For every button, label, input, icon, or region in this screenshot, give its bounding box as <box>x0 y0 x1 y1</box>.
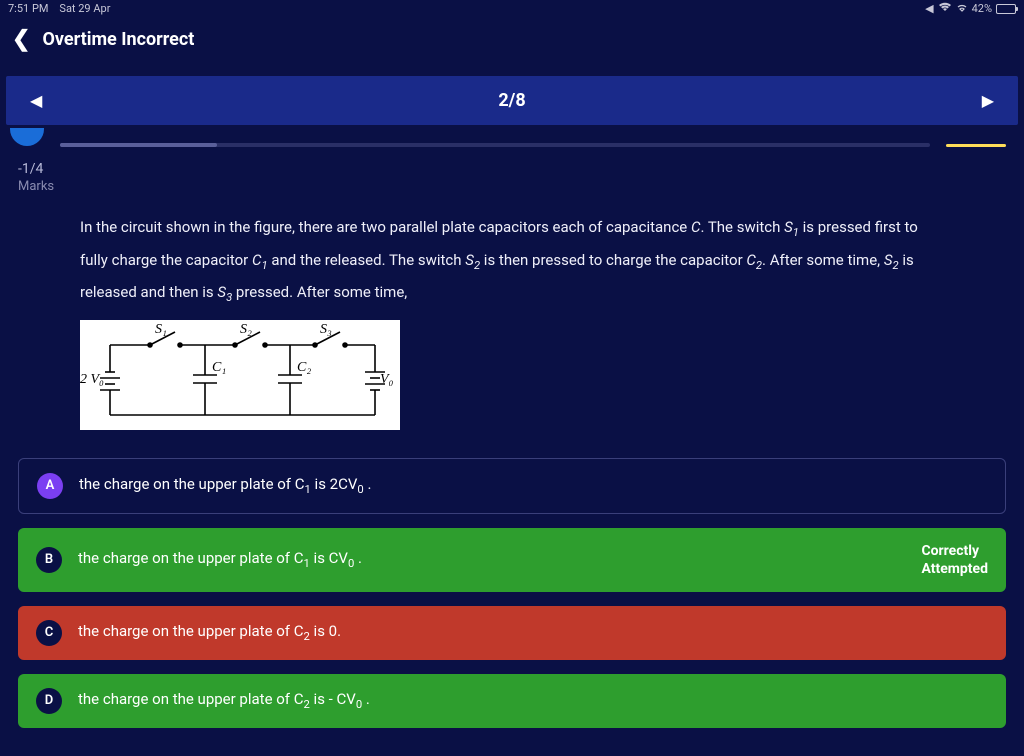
label-vright: V₀ <box>380 372 393 388</box>
option-text: the charge on the upper plate of C1 is C… <box>78 549 905 570</box>
label-s3: S₃ <box>320 322 332 338</box>
question-nav-bar: ◀ 2/8 ▶ <box>6 76 1018 125</box>
marks-value: -1/4 <box>18 161 1024 177</box>
label-s2: S₂ <box>240 322 252 338</box>
wifi-icon <box>938 2 952 15</box>
label-c1: C₁ <box>212 360 226 376</box>
page-header: ❮ Overtime Incorrect <box>0 17 1024 76</box>
option-a[interactable]: A the charge on the upper plate of C1 is… <box>18 458 1006 514</box>
option-b[interactable]: B the charge on the upper plate of C1 is… <box>18 528 1006 592</box>
progress-track <box>60 143 930 147</box>
option-letter: D <box>36 688 62 714</box>
label-c2: C₂ <box>297 360 311 376</box>
circuit-diagram: S₁ S₂ S₃ C₁ C₂ 2 V₀ V₀ <box>80 320 400 430</box>
next-question-button[interactable]: ▶ <box>982 91 994 110</box>
device-status-bar: 7:51 PM Sat 29 Apr ◀ 42% <box>0 0 1024 17</box>
option-text: the charge on the upper plate of C1 is 2… <box>79 475 987 496</box>
battery-icon <box>996 4 1016 14</box>
question-text: In the circuit shown in the figure, ther… <box>80 212 944 310</box>
location-icon: ◀ <box>925 2 933 15</box>
page-title: Overtime Incorrect <box>42 29 194 50</box>
signal-icon <box>956 2 968 15</box>
option-status: Correctly Attempted <box>921 542 988 578</box>
status-left: 7:51 PM Sat 29 Apr <box>8 2 110 15</box>
option-d[interactable]: D the charge on the upper plate of C2 is… <box>18 674 1006 728</box>
status-time: 7:51 PM <box>8 2 48 15</box>
option-text: the charge on the upper plate of C2 is -… <box>78 690 988 711</box>
option-letter: B <box>36 547 62 573</box>
prev-question-button[interactable]: ◀ <box>30 91 42 110</box>
progress-row <box>10 143 1014 147</box>
battery-pct: 42% <box>972 2 992 15</box>
accent-line <box>946 144 1006 147</box>
label-vleft: 2 V₀ <box>80 372 104 388</box>
option-c[interactable]: C the charge on the upper plate of C2 is… <box>18 606 1006 660</box>
question-counter: 2/8 <box>498 90 525 111</box>
options-list: A the charge on the upper plate of C1 is… <box>18 458 1006 728</box>
marks-label: Marks <box>18 179 1024 194</box>
status-right: ◀ 42% <box>925 2 1016 15</box>
option-letter: C <box>36 620 62 646</box>
back-button[interactable]: ❮ <box>12 27 30 52</box>
option-text: the charge on the upper plate of C2 is 0… <box>78 622 988 643</box>
progress-fill <box>60 143 217 147</box>
marks-block: -1/4 Marks <box>18 161 1024 194</box>
status-date: Sat 29 Apr <box>59 2 110 15</box>
avatar-fragment <box>10 128 44 146</box>
option-letter: A <box>37 473 63 499</box>
label-s1: S₁ <box>155 322 167 338</box>
